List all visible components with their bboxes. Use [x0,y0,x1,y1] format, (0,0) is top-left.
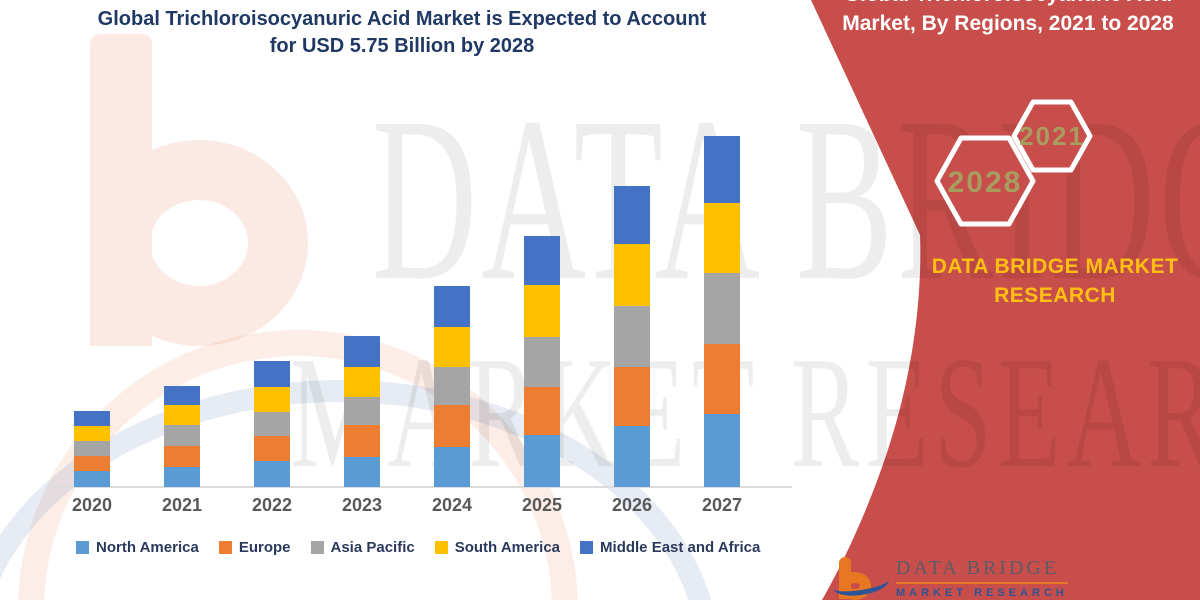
bar-segment-south-america-2020 [74,426,110,441]
chart-title: Global Trichloroisocyanuric Acid Market … [52,6,752,60]
x-axis-label-2025: 2025 [521,495,563,515]
hexagon-2028-label: 2028 [948,166,1023,199]
x-axis-label-2024: 2024 [431,495,473,515]
bar-segment-asia-pacific-2024 [434,367,470,405]
bar-2026 [614,186,650,487]
bar-2020 [74,411,110,487]
chart-title-line1: Global Trichloroisocyanuric Acid Market … [97,8,707,30]
bar-segment-south-america-2021 [164,405,200,425]
bar-segment-asia-pacific-2023 [344,397,380,425]
bar-segment-europe-2020 [74,456,110,471]
bar-2024 [434,286,470,487]
x-axis-line [46,486,792,488]
chart-title-line2: for USD 5.75 Billion by 2028 [269,35,535,57]
bar-segment-asia-pacific-2020 [74,441,110,456]
bar-segment-north-america-2027 [704,414,740,487]
bar-segment-asia-pacific-2022 [254,412,290,436]
legend-swatch-south-america [434,541,448,554]
bar-segment-south-america-2025 [524,285,560,337]
x-axis-label-2023: 2023 [341,495,383,515]
bar-segment-south-america-2023 [344,367,380,397]
bar-segment-europe-2024 [434,405,470,447]
legend-swatch-north-america [76,541,89,554]
bar-segment-europe-2021 [164,446,200,467]
bar-segment-europe-2026 [614,367,650,426]
footer-b-icon [831,557,891,600]
legend-label-asia-pacific: Asia Pacific [330,539,415,556]
ghost-text-line2: MARKET RESEARCH [290,323,1200,501]
legend-item-north-america: North America [76,539,199,556]
ribbon-clipped-line: Global Trichloroisocyanuric Acid [820,0,1196,7]
bar-2025 [524,236,560,487]
hexagon-2021-label: 2021 [1019,121,1085,151]
legend-label-middle-east-and-africa: Middle East and Africa [600,539,761,556]
legend-swatch-europe [218,541,232,554]
legend-label-south-america: South America [454,539,561,556]
legend-item-europe: Europe [218,539,291,556]
bar-segment-south-america-2024 [434,327,470,367]
logo-b-bowl-watermark [90,140,308,346]
bar-segment-europe-2023 [344,425,380,457]
bar-segment-north-america-2025 [524,435,560,487]
bar-segment-north-america-2024 [434,447,470,487]
ribbon-heading: Market, By Regions, 2021 to 2028 [842,12,1174,35]
x-axis-label-2027: 2027 [701,495,743,515]
bar-segment-asia-pacific-2026 [614,306,650,367]
legend: North America Europe Asia Pacific South Ame… [76,539,760,556]
bar-segment-europe-2025 [524,387,560,435]
footer-texts: DATA BRIDGE MARKET RESEARCH [896,557,1068,599]
bar-segment-south-america-2022 [254,387,290,412]
bar-2023 [344,336,380,487]
legend-item-asia-pacific: Asia Pacific [310,539,415,556]
bar-segment-europe-2027 [704,344,740,414]
bar-2021 [164,386,200,487]
bar-segment-europe-2022 [254,436,290,461]
bar-segment-middle-east-and-africa-2026 [614,186,650,244]
bar-segment-north-america-2020 [74,471,110,487]
brand-text-line1: DATA BRIDGE MARKET [931,255,1179,278]
bar-segment-asia-pacific-2027 [704,273,740,344]
bar-segment-asia-pacific-2025 [524,337,560,387]
bar-segment-asia-pacific-2021 [164,425,200,446]
bar-segment-north-america-2021 [164,467,200,487]
bar-segment-south-america-2027 [704,203,740,273]
footer-brand-subtitle: MARKET RESEARCH [896,587,1068,599]
footer-brand-name: DATA BRIDGE [896,557,1068,584]
logo-b-stem-watermark [90,34,152,346]
brand-text-line2: RESEARCH [994,284,1116,307]
x-axis-label-2021: 2021 [161,495,203,515]
bar-segment-middle-east-and-africa-2021 [164,386,200,405]
bar-segment-north-america-2022 [254,461,290,487]
legend-item-middle-east-and-africa: Middle East and Africa [580,539,760,556]
bar-segment-north-america-2023 [344,457,380,487]
bar-segment-north-america-2026 [614,426,650,487]
hexagon-2021 [1011,99,1093,173]
x-axis-label-2026: 2026 [611,495,653,515]
x-axis-label-2022: 2022 [251,495,293,515]
legend-label-north-america: North America [96,539,199,556]
footer-logo: DATA BRIDGE MARKET RESEARCH [831,557,1068,600]
bar-segment-middle-east-and-africa-2020 [74,411,110,426]
bar-segment-middle-east-and-africa-2023 [344,336,380,367]
bar-segment-middle-east-and-africa-2027 [704,136,740,203]
bar-segment-south-america-2026 [614,244,650,306]
legend-swatch-asia-pacific [310,541,324,554]
bar-segment-middle-east-and-africa-2024 [434,286,470,327]
hexagon-2028 [934,135,1036,227]
x-axis-label-2020: 2020 [71,495,113,515]
bar-segment-middle-east-and-africa-2025 [524,236,560,285]
bar-segment-middle-east-and-africa-2022 [254,361,290,387]
bar-2027 [704,136,740,487]
legend-label-europe: Europe [238,539,291,556]
legend-item-south-america: South America [434,539,561,556]
brand-text: DATA BRIDGE MARKET RESEARCH [880,252,1200,310]
bar-2022 [254,361,290,487]
legend-swatch-middle-east-and-africa [580,541,594,554]
